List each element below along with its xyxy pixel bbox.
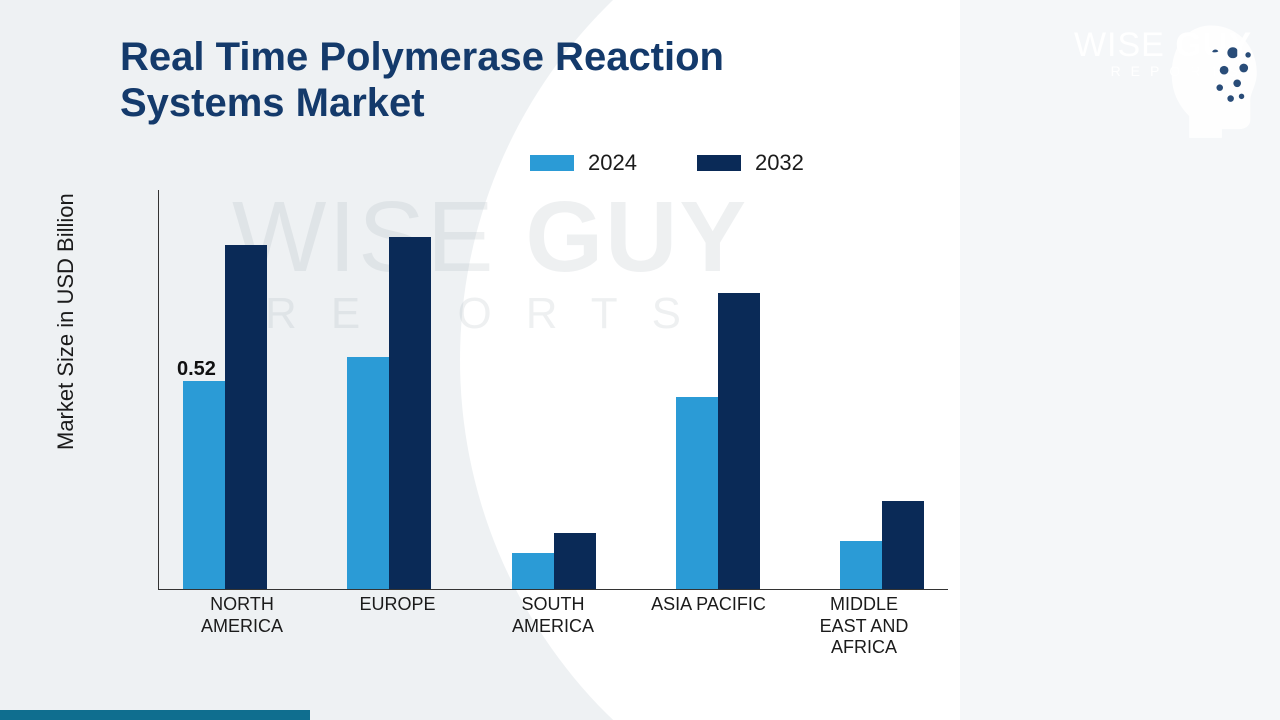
legend-item-2032: 2032 [697, 150, 804, 176]
legend-swatch-2024 [530, 155, 574, 171]
legend-label-2024: 2024 [588, 150, 637, 176]
category-label: EUROPE [338, 594, 458, 659]
legend-item-2024: 2024 [530, 150, 637, 176]
bar-2024 [347, 357, 389, 589]
bar-groups: 0.52 [159, 190, 948, 589]
legend-label-2032: 2032 [755, 150, 804, 176]
page-root: WISE GUY REPORTS Real Time Polymerase Re… [0, 0, 1280, 720]
bar-group [840, 501, 924, 589]
logo-text-b: GUY [1175, 26, 1252, 64]
bar-2024 [676, 397, 718, 589]
bar-group [676, 293, 760, 589]
bar-2024 [183, 381, 225, 589]
legend: 2024 2032 [530, 150, 804, 176]
category-labels: NORTH AMERICA EUROPE SOUTH AMERICA ASIA PAC… [158, 594, 948, 659]
bar-2024 [840, 541, 882, 589]
bar-2032 [554, 533, 596, 589]
data-label: 0.52 [177, 358, 216, 381]
bar-2024 [512, 553, 554, 589]
chart-title: Real Time Polymerase Reaction Systems Ma… [120, 34, 760, 126]
bar-2032 [718, 293, 760, 589]
category-label: ASIA PACIFIC [649, 594, 769, 659]
category-label: MIDDLE EAST AND AFRICA [804, 594, 924, 659]
logo-subtext: REPORTS [1074, 63, 1252, 79]
category-label: NORTH AMERICA [182, 594, 302, 659]
chart-area: Market Size in USD Billion 2024 2032 0.5… [60, 150, 960, 710]
bar-group [347, 237, 431, 589]
logo-text-a: WISE [1074, 26, 1165, 64]
brand-logo: WISE GUY REPORTS [1074, 26, 1252, 79]
bar-2032 [225, 245, 267, 589]
bar-2032 [882, 501, 924, 589]
y-axis-label: Market Size in USD Billion [53, 193, 79, 450]
plot-area: 0.52 [158, 190, 948, 590]
bar-group: 0.52 [183, 245, 267, 589]
legend-swatch-2032 [697, 155, 741, 171]
bottom-accent-bar [0, 710, 310, 720]
bar-group [512, 533, 596, 589]
bar-2032 [389, 237, 431, 589]
category-label: SOUTH AMERICA [493, 594, 613, 659]
